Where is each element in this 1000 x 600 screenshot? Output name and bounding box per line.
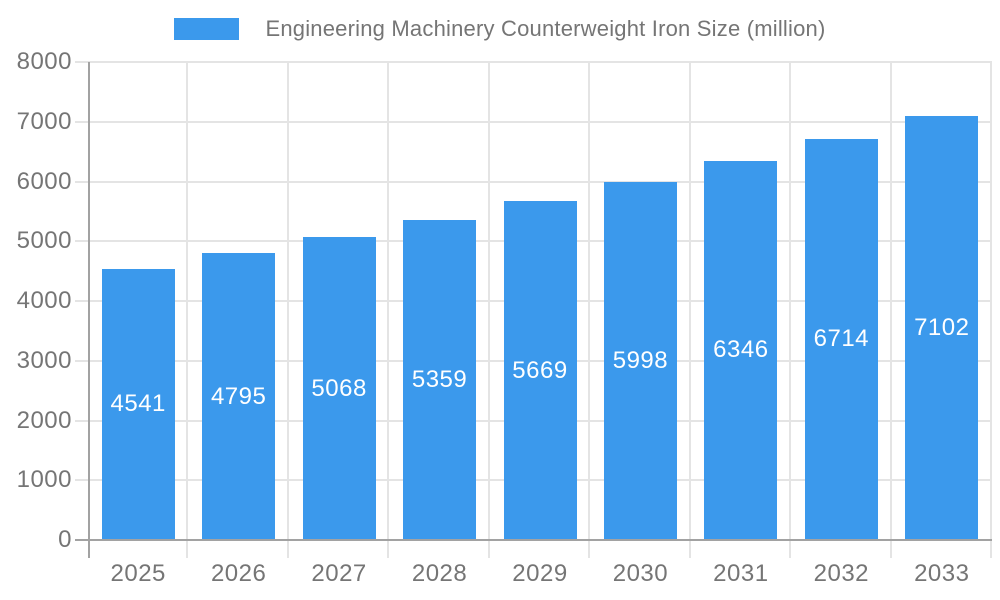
bar: 7102 [905, 115, 979, 540]
y-axis-label: 2000 [16, 406, 72, 434]
bar-value-label: 4541 [110, 390, 166, 418]
legend: Engineering Machinery Counterweight Iron… [0, 16, 1000, 42]
bar: 4541 [101, 268, 175, 540]
bar-value-label: 5998 [612, 346, 669, 374]
x-axis-label: 2033 [914, 560, 970, 587]
y-axis-line [88, 62, 90, 558]
x-axis-label: 2028 [411, 560, 468, 587]
gridline-v [487, 62, 490, 558]
x-axis-label: 2032 [813, 560, 870, 587]
gridline-v [186, 62, 189, 558]
bar-value-label: 6714 [813, 325, 870, 353]
x-axis-line [75, 539, 992, 541]
bar: 6714 [804, 138, 878, 540]
x-axis-label: 2027 [311, 560, 367, 587]
bar-value-label: 5669 [512, 356, 568, 384]
legend-swatch [174, 18, 240, 40]
y-axis-label: 0 [58, 526, 72, 553]
plot-area: 0 1000 2000 3000 4000 5000 6000 7000 8000 4541 479… [17, 49, 992, 587]
bar-value-label: 4795 [210, 382, 267, 410]
gridline-v [588, 62, 591, 558]
bar: 5998 [603, 181, 677, 540]
x-axis-label: 2026 [210, 560, 267, 587]
gridline-v [990, 62, 992, 558]
bar-value-label: 5068 [311, 374, 367, 402]
x-axis-label: 2029 [512, 560, 568, 587]
bar-value-label: 6346 [713, 336, 769, 364]
gridline-v [286, 62, 289, 558]
bar: 5669 [503, 201, 577, 540]
bar: 5068 [302, 237, 376, 540]
x-axis-label: 2025 [110, 560, 166, 587]
gridline-v [789, 62, 792, 558]
bar: 5359 [403, 219, 477, 540]
gridline-h [75, 180, 992, 183]
y-axis-label: 1000 [16, 466, 72, 494]
gridline-v [387, 62, 390, 558]
bar-value-label: 5359 [411, 365, 468, 393]
y-axis-label: 8000 [16, 48, 72, 75]
x-axis-label: 2030 [612, 560, 669, 587]
x-axis-label: 2031 [713, 560, 769, 587]
y-axis-label: 4000 [16, 287, 72, 314]
y-axis-label: 6000 [16, 167, 72, 195]
y-axis-label: 3000 [16, 346, 72, 374]
legend-item[interactable]: Engineering Machinery Counterweight Iron… [174, 16, 825, 42]
y-axis-label: 5000 [16, 227, 72, 255]
legend-label: Engineering Machinery Counterweight Iron… [265, 16, 826, 41]
gridline-h [75, 120, 992, 123]
bar-value-label: 7102 [914, 313, 970, 341]
gridline-h [75, 61, 992, 63]
bar: 6346 [704, 160, 778, 540]
gridline-v [889, 62, 892, 558]
bar: 4795 [202, 253, 276, 540]
y-axis-label: 7000 [16, 107, 72, 135]
gridline-v [688, 62, 691, 558]
